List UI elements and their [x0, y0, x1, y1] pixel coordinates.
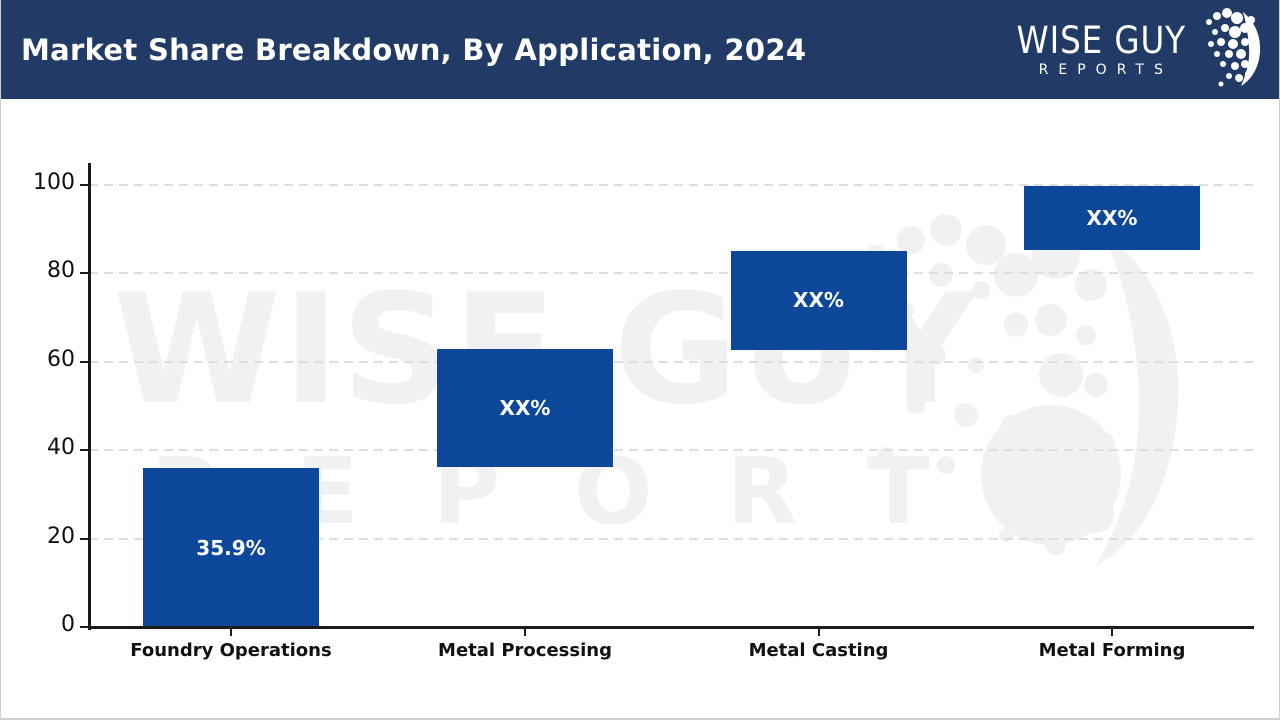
x-tick-mark — [524, 629, 526, 636]
gridline-80 — [89, 272, 1254, 275]
wise-guy-reports-logo: WISE GUY REPORTS — [1005, 7, 1263, 92]
y-tick-mark — [80, 537, 89, 540]
bar-metal-forming: XX% — [1024, 185, 1200, 251]
logo-wiseguy-label: WISE GUY — [1016, 19, 1186, 62]
y-tick-mark — [80, 449, 89, 452]
x-tick-mark — [817, 629, 820, 636]
y-tick-mark — [80, 272, 89, 275]
y-tick-label: 40 — [47, 435, 75, 461]
gridline-20 — [89, 537, 1254, 540]
bar-value-label: XX% — [499, 396, 551, 421]
y-tick-mark — [80, 360, 89, 363]
gridline-100 — [89, 184, 1254, 186]
logo-reports-label: REPORTS — [1038, 62, 1173, 78]
page-title: Market Share Breakdown, By Application, … — [21, 32, 807, 67]
y-tick-mark — [80, 626, 89, 628]
gridline-40 — [89, 449, 1254, 452]
x-axis-line — [88, 626, 1254, 629]
category-label: Metal Casting — [748, 640, 889, 661]
y-tick-label: 60 — [47, 346, 75, 372]
category-label: Foundry Operations — [130, 640, 332, 661]
bar-foundry-operations: 35.9% — [143, 468, 319, 627]
y-tick-label: 0 — [61, 612, 75, 637]
bar-value-label: XX% — [1086, 206, 1138, 231]
bar-metal-casting: XX% — [730, 250, 907, 350]
category-label: Metal Processing — [438, 640, 612, 661]
x-tick-mark — [1111, 629, 1113, 636]
y-tick-label: 20 — [47, 523, 75, 549]
header-bar: Market Share Breakdown, By Application, … — [1, 0, 1279, 99]
logo-text: WISE GUY REPORTS — [1005, 22, 1197, 77]
watermark-face-dots — [866, 215, 1179, 565]
y-tick-label: 80 — [47, 258, 75, 284]
bar-metal-processing: XX% — [437, 348, 613, 468]
y-tick-mark — [80, 184, 89, 186]
bar-value-label: 35.9% — [196, 535, 266, 560]
bar-value-label: XX% — [793, 288, 844, 313]
gridline-60 — [89, 360, 1254, 363]
y-tick-label: 100 — [33, 170, 75, 195]
category-label: Metal Forming — [1038, 640, 1186, 661]
logo-head-icon — [1206, 7, 1261, 86]
y-axis-line — [88, 163, 91, 630]
x-tick-mark — [230, 629, 232, 636]
